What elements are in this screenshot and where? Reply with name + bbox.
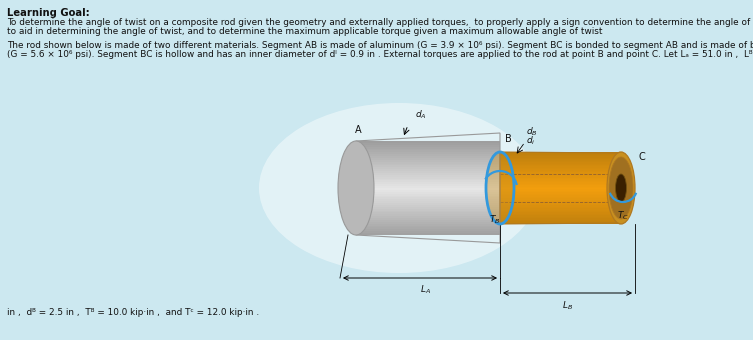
Text: The rod shown below is made of two different materials. Segment AB is made of al: The rod shown below is made of two diffe…	[7, 41, 753, 50]
Text: $T_B$: $T_B$	[489, 214, 501, 226]
Text: $d_i$: $d_i$	[526, 135, 535, 147]
Text: in ,  dᴮ = 2.5 in ,  Tᴮ = 10.0 kip·in ,  and Tᶜ = 12.0 kip·in .: in , dᴮ = 2.5 in , Tᴮ = 10.0 kip·in , an…	[7, 308, 259, 317]
Ellipse shape	[259, 103, 539, 273]
Text: Learning Goal:: Learning Goal:	[7, 8, 90, 18]
Ellipse shape	[607, 152, 635, 224]
Text: $d_A$: $d_A$	[415, 108, 427, 121]
Text: (G = 5.6 × 10⁶ psi). Segment BC is hollow and has an inner diameter of dᴵ = 0.9 : (G = 5.6 × 10⁶ psi). Segment BC is hollo…	[7, 50, 753, 59]
Ellipse shape	[338, 141, 374, 235]
Text: to aid in determining the angle of twist, and to determine the maximum applicabl: to aid in determining the angle of twist…	[7, 27, 602, 36]
Ellipse shape	[615, 174, 626, 202]
Text: $L_A$: $L_A$	[419, 284, 431, 296]
Text: C: C	[639, 152, 646, 162]
Text: To determine the angle of twist on a composite rod given the geometry and extern: To determine the angle of twist on a com…	[7, 18, 753, 27]
Ellipse shape	[609, 157, 633, 219]
Text: $L_B$: $L_B$	[562, 299, 573, 311]
Text: $d_B$: $d_B$	[526, 125, 538, 138]
Text: $T_C$: $T_C$	[617, 210, 629, 222]
Ellipse shape	[486, 152, 514, 224]
Text: A: A	[355, 125, 361, 135]
Text: B: B	[505, 134, 512, 144]
